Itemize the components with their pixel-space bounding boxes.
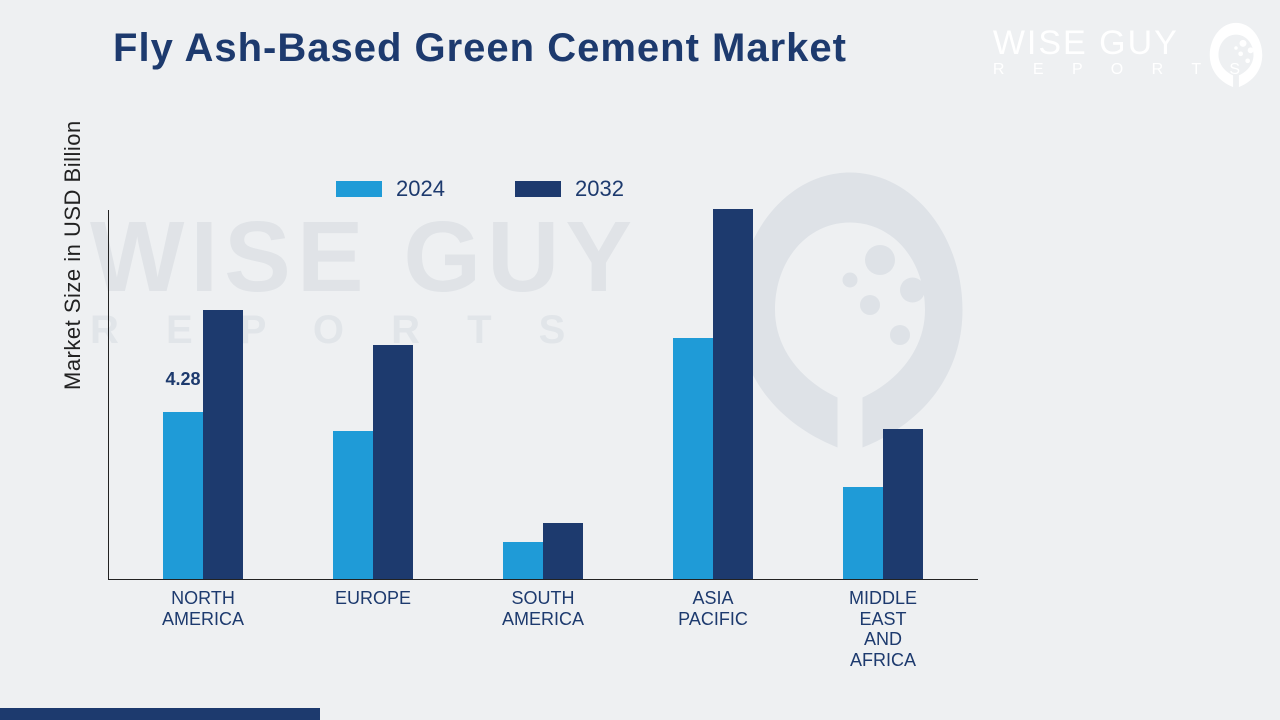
infographic-canvas: WISE GUY R E P O R T S Fly Ash-Based Gre… (0, 0, 1280, 720)
bar (543, 523, 583, 579)
bar-group (673, 209, 753, 579)
x-tick-label: MIDDLE EAST AND AFRICA (849, 588, 917, 671)
chart-title: Fly Ash-Based Green Cement Market (0, 26, 960, 71)
bar-group (333, 345, 413, 579)
legend-swatch-2032 (515, 181, 561, 197)
bar (373, 345, 413, 579)
bar-group (163, 310, 243, 579)
bar-group (503, 523, 583, 579)
bar (883, 429, 923, 579)
x-tick-label: ASIA PACIFIC (678, 588, 748, 629)
x-tick-label: EUROPE (335, 588, 411, 609)
legend-label-2032: 2032 (575, 176, 624, 202)
legend-label-2024: 2024 (396, 176, 445, 202)
legend: 2024 2032 (0, 176, 960, 202)
x-tick-label: SOUTH AMERICA (502, 588, 584, 629)
x-axis-line (108, 579, 978, 580)
bar (163, 412, 203, 579)
legend-item-2024: 2024 (336, 176, 445, 202)
y-axis-label: Market Size in USD Billion (60, 120, 86, 390)
chart-plot-area: 4.28 (108, 210, 978, 580)
x-tick-label: NORTH AMERICA (162, 588, 244, 629)
bar-group (843, 429, 923, 579)
y-axis-line (108, 210, 109, 580)
bar (673, 338, 713, 579)
right-navy-panel (960, 0, 1280, 720)
footer-accent-bar (0, 708, 320, 720)
bar (503, 542, 543, 579)
brand-head-icon (1206, 20, 1266, 90)
legend-item-2032: 2032 (515, 176, 624, 202)
bar (203, 310, 243, 579)
bar (843, 487, 883, 579)
bar (713, 209, 753, 579)
legend-swatch-2024 (336, 181, 382, 197)
bar-data-label: 4.28 (165, 369, 200, 390)
bar (333, 431, 373, 579)
